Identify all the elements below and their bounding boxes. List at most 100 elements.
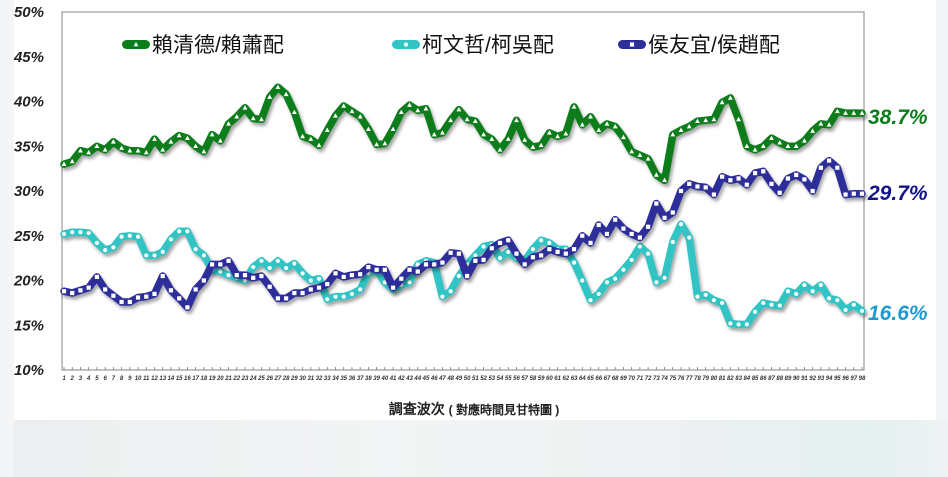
x-tick-label: 29: [290, 376, 298, 382]
x-tick-label: 41: [389, 376, 397, 382]
x-tick-label: 19: [209, 376, 216, 382]
x-tick-label: 44: [413, 376, 421, 382]
end-value-labels: 38.7% 16.6% 29.7%: [867, 106, 928, 325]
x-tick-label: 21: [224, 376, 232, 382]
x-tick-label: 5: [95, 376, 99, 382]
x-tick-label: 69: [620, 376, 627, 382]
x-tick-label: 94: [826, 376, 833, 382]
x-tick-label: 58: [530, 376, 537, 382]
x-tick-label: 9: [128, 376, 132, 382]
x-tick-label: 14: [168, 376, 175, 382]
end-label-lai: 38.7%: [868, 106, 928, 129]
x-tick-label: 18: [201, 376, 208, 382]
x-tick-label: 42: [397, 376, 405, 382]
series-markers: [61, 84, 865, 183]
axes: [61, 11, 865, 371]
x-tick-label: 78: [694, 376, 701, 382]
y-tick-label: 50%: [14, 4, 44, 21]
series-markers: [61, 158, 865, 310]
x-tick-label: 93: [818, 376, 825, 382]
x-tick-label: 82: [727, 376, 734, 382]
x-tick-label: 46: [430, 376, 438, 382]
y-tick-label: 20%: [13, 273, 44, 290]
x-tick-label: 68: [612, 376, 619, 382]
x-tick-label: 53: [488, 376, 495, 382]
x-tick-label: 54: [497, 376, 504, 382]
legend-label: 柯文哲/柯吳配: [422, 34, 554, 57]
x-tick-label: 76: [678, 376, 685, 382]
x-tick-label: 6: [103, 376, 107, 382]
x-tick-label: 92: [809, 376, 816, 382]
x-tick-label: 12: [151, 376, 158, 382]
x-tick-label: 2: [70, 376, 75, 382]
x-tick-label: 56: [513, 376, 520, 382]
legend-item-0: 賴清德/賴蕭配: [122, 34, 284, 57]
x-tick-label: 57: [521, 376, 528, 382]
x-axis-label: 調查波次 ( 對應時間見甘特圖 ): [0, 399, 948, 419]
x-tick-label: 33: [324, 376, 331, 382]
x-tick-label: 51: [472, 376, 479, 382]
x-tick-label: 75: [669, 376, 676, 382]
x-tick-label: 52: [480, 376, 487, 382]
x-tick-label: 83: [735, 376, 742, 382]
x-tick-label: 28: [282, 376, 290, 382]
x-tick-label: 1: [62, 376, 66, 382]
x-tick-label: 95: [834, 376, 841, 382]
end-label-ko: 16.6%: [868, 302, 928, 325]
x-tick-label: 3: [79, 376, 83, 382]
y-tick-label: 45%: [13, 49, 44, 66]
x-tick-label: 88: [776, 376, 783, 382]
x-tick-label: 30: [299, 376, 306, 382]
legend-item-2: 侯友宜/侯趙配: [618, 34, 780, 57]
x-tick-label: 47: [438, 376, 446, 382]
x-tick-label: 90: [793, 376, 800, 382]
x-tick-label: 84: [743, 376, 750, 382]
legend-label: 賴清德/賴蕭配: [152, 34, 284, 57]
x-tick-label: 67: [604, 376, 611, 382]
x-tick-label: 27: [274, 376, 282, 382]
x-tick-label: 63: [571, 376, 578, 382]
x-tick-label: 48: [446, 376, 454, 382]
x-tick-label: 98: [859, 376, 866, 382]
x-tick-label: 37: [357, 376, 364, 382]
y-tick-label: 15%: [14, 317, 44, 334]
x-tick-label: 15: [176, 376, 183, 382]
x-tick-label: 61: [554, 376, 561, 382]
x-tick-label: 26: [265, 376, 273, 382]
x-tick-label: 79: [702, 376, 709, 382]
x-tick-label: 34: [332, 376, 339, 382]
x-tick-label: 91: [801, 376, 808, 382]
x-tick-label: 66: [595, 376, 602, 382]
x-tick-label: 60: [546, 376, 553, 382]
x-tick-label: 4: [86, 376, 91, 382]
legend: 賴清德/賴蕭配 柯文哲/柯吳配 侯友宜/侯趙配: [122, 34, 780, 57]
x-tick-label: 65: [587, 376, 594, 382]
x-tick-label: 13: [159, 376, 166, 382]
x-tick-label: 74: [661, 376, 668, 382]
x-tick-label: 62: [562, 376, 569, 382]
x-tick-label: 96: [842, 376, 849, 382]
x-tick-label: 55: [505, 376, 512, 382]
x-tick-label: 50: [464, 376, 471, 382]
x-tick-label: 25: [257, 376, 265, 382]
background-band: [14, 420, 948, 477]
x-tick-label: 64: [579, 376, 586, 382]
x-tick-label: 8: [120, 376, 124, 382]
y-tick-label: 30%: [14, 183, 44, 200]
series-lines: [60, 83, 866, 329]
legend-label: 侯友宜/侯趙配: [648, 34, 780, 57]
x-tick-label: 35: [340, 376, 347, 382]
x-tick-label: 80: [711, 376, 718, 382]
x-axis-ticks: 1 2 3 4 5 6 7 8 9 10 11 12 13 14 15 16 17 18 19 20 21 22 23 24 2…: [62, 367, 866, 382]
x-tick-label: 73: [653, 376, 660, 382]
x-tick-label: 24: [249, 376, 257, 382]
x-tick-label: 87: [768, 376, 775, 382]
y-tick-label: 40%: [13, 94, 44, 111]
x-tick-label: 7: [112, 376, 116, 382]
end-label-ho: 29.7%: [867, 182, 928, 205]
x-tick-label: 89: [785, 376, 792, 382]
x-tick-label: 70: [628, 376, 635, 382]
x-tick-label: 17: [192, 376, 199, 382]
x-tick-label: 38: [365, 376, 372, 382]
x-tick-label: 81: [719, 376, 726, 382]
